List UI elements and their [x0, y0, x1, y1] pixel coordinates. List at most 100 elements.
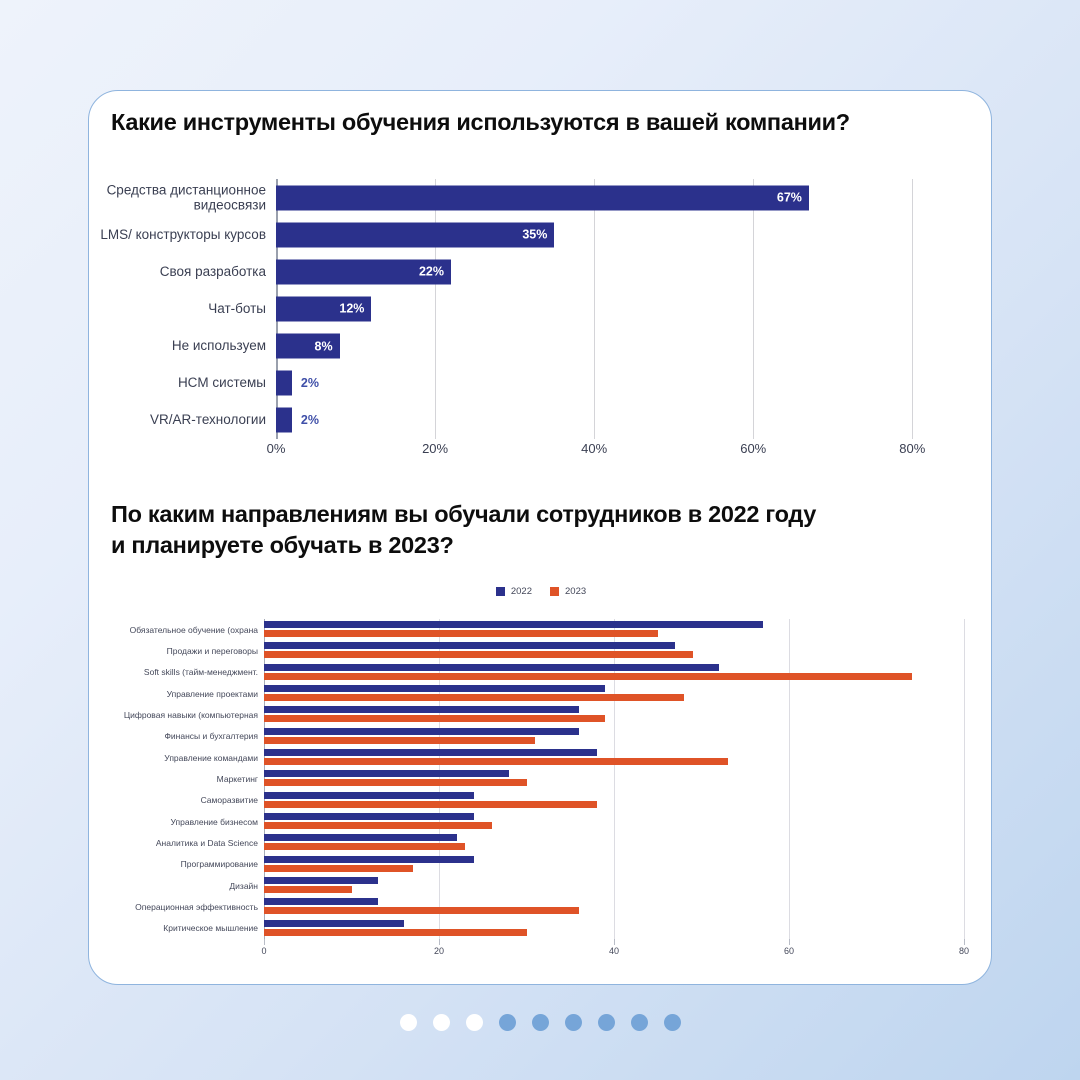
chart1-bar: 35% [276, 222, 555, 248]
chart2-tick-label: 20 [433, 946, 445, 956]
chart1-x-axis-ticks: 0% 20% 40% 60% 80% [267, 441, 968, 465]
chart1-bar: 12% [276, 296, 372, 322]
chart1-bar-row: Своя разработка 22% [160, 253, 968, 290]
chart2-title-line2: и планируете обучать в 2023? [111, 532, 454, 559]
carousel-dot[interactable] [630, 1014, 648, 1031]
chart2-bar-row: Дизайн [229, 875, 964, 896]
carousel-pagination[interactable] [0, 1014, 1080, 1031]
chart1-value-label: 35% [522, 227, 548, 242]
chart2-bar-2023 [264, 758, 728, 765]
chart2-tick-label: 0 [261, 946, 267, 956]
chart1-tick-label: 80% [899, 441, 926, 456]
chart2-bar-2022 [264, 813, 474, 820]
chart2-bar-2023 [264, 928, 527, 936]
carousel-dot[interactable] [432, 1014, 450, 1031]
chart2-category-label: Дизайн [229, 880, 258, 891]
chart2-bar-2022 [264, 663, 719, 671]
chart2-bar-2023 [264, 779, 527, 787]
chart2-category-label: Финансы и бухгалтерия [164, 731, 258, 742]
carousel-dot[interactable] [663, 1014, 681, 1031]
chart2-title: По каким направлениям вы обучали сотрудн… [111, 499, 941, 562]
chart1-bar-row: VR/AR-технологии 2% [150, 402, 968, 439]
chart1-value-label: 2% [300, 413, 319, 428]
chart2-bar-2023 [264, 907, 579, 915]
carousel-dot[interactable] [465, 1014, 483, 1031]
chart1-category-label: HCM системы [177, 375, 266, 391]
chart1-bar-row: HCM системы 2% [178, 365, 968, 402]
chart1-bar-row: Средства дистанционное видеосвязи 67% [107, 179, 968, 216]
chart1-category-label: LMS/ конструкторы курсов [100, 226, 266, 242]
chart1-gridline [594, 179, 596, 439]
chart2-bar-2022 [264, 898, 378, 906]
chart2-legend-label: 2022 [510, 586, 532, 597]
chart2-grouped-bar-chart: 2022 2023 Обязательное обучение (охрана Пр… [89, 586, 991, 976]
chart2-bar-2022 [264, 877, 378, 884]
chart2-bar-row: Управление проектами [167, 683, 964, 704]
chart1-bar: 67% [276, 185, 809, 211]
chart2-bar-2022 [264, 791, 474, 799]
chart1-tick-label: 0% [266, 441, 286, 456]
carousel-dot[interactable] [597, 1014, 615, 1031]
chart2-tick-label: 40 [608, 946, 620, 956]
chart2-gridline [439, 619, 440, 939]
chart1-value-label: 67% [776, 190, 802, 205]
chart2-legend-swatch-icon [550, 587, 559, 596]
chart1-gridline [912, 179, 914, 439]
chart2-legend-item[interactable]: 2023 [550, 586, 586, 597]
chart1-value-label: 22% [418, 264, 444, 279]
chart1-category-label: Чат-боты [208, 301, 266, 317]
carousel-dot[interactable] [498, 1014, 516, 1031]
chart2-tick-mark [614, 939, 615, 945]
carousel-dot[interactable] [564, 1014, 582, 1031]
chart2-bar-2023 [264, 672, 912, 680]
chart2-bar-row: Маркетинг [217, 768, 964, 789]
chart2-bar-row: Финансы и бухгалтерия [164, 726, 964, 747]
chart2-bar-2022 [264, 685, 606, 692]
chart2-tick-mark [264, 939, 265, 945]
chart2-bar-row: Продажи и переговоры [167, 640, 964, 661]
chart2-bar-2023 [264, 694, 684, 701]
chart2-legend-item[interactable]: 2022 [495, 586, 532, 597]
chart2-category-label: Саморазвитие [200, 795, 258, 806]
chart1-plot-area: Средства дистанционное видеосвязи 67% LMS/… [100, 179, 968, 439]
chart2-bar-2022 [264, 834, 457, 842]
chart2-bar-2023 [264, 843, 466, 851]
chart2-gridline [789, 619, 790, 939]
chart1-tick-label: 60% [740, 441, 767, 456]
chart2-bar-2023 [264, 651, 693, 659]
chart2-bar-row: Управление командами [164, 747, 964, 768]
chart2-bar-2022 [264, 749, 597, 756]
carousel-dot[interactable] [399, 1014, 417, 1031]
chart2-bar-2022 [264, 770, 509, 778]
chart2-gridline [614, 619, 615, 939]
chart2-category-label: Обязательное обучение (охрана [129, 624, 258, 635]
chart2-category-label: Критическое мышление [163, 923, 258, 934]
chart1-gridline [753, 179, 755, 439]
chart1-tick-label: 20% [422, 441, 449, 456]
chart2-bar-2022 [264, 621, 763, 628]
chart2-bar-2022 [264, 919, 404, 927]
chart2-legend: 2022 2023 [89, 586, 991, 597]
chart1-value-label: 8% [314, 339, 333, 354]
chart2-y-axis [264, 619, 265, 939]
chart1-category-label: VR/AR-технологии [150, 412, 266, 428]
chart2-category-label: Управление проектами [166, 688, 258, 699]
chart2-tick-label: 60 [783, 946, 795, 956]
chart2-bar-row: Soft skills (тайм-менеджмент. [144, 662, 964, 683]
chart2-bar-row: Критическое мышление [163, 918, 964, 939]
chart1-gridline [435, 179, 437, 439]
chart2-tick-mark [439, 939, 440, 945]
carousel-dot[interactable] [531, 1014, 549, 1031]
chart1-bar [276, 407, 292, 433]
chart2-bar-row: Программирование [181, 854, 964, 875]
chart2-bar-2023 [264, 886, 352, 893]
chart2-category-label: Продажи и переговоры [166, 645, 258, 656]
chart1-bar: 8% [276, 333, 340, 359]
chart2-bar-2022 [264, 642, 676, 650]
chart1-category-label: Не используем [171, 338, 266, 354]
chart2-bar-2023 [264, 864, 413, 872]
chart2-x-axis-ticks: 0 20 40 60 80 [261, 939, 969, 966]
chart1-tick-label: 40% [581, 441, 608, 456]
chart1-category-label: Средства дистанционное видеосвязи [106, 182, 266, 213]
chart1-bar [276, 370, 292, 396]
